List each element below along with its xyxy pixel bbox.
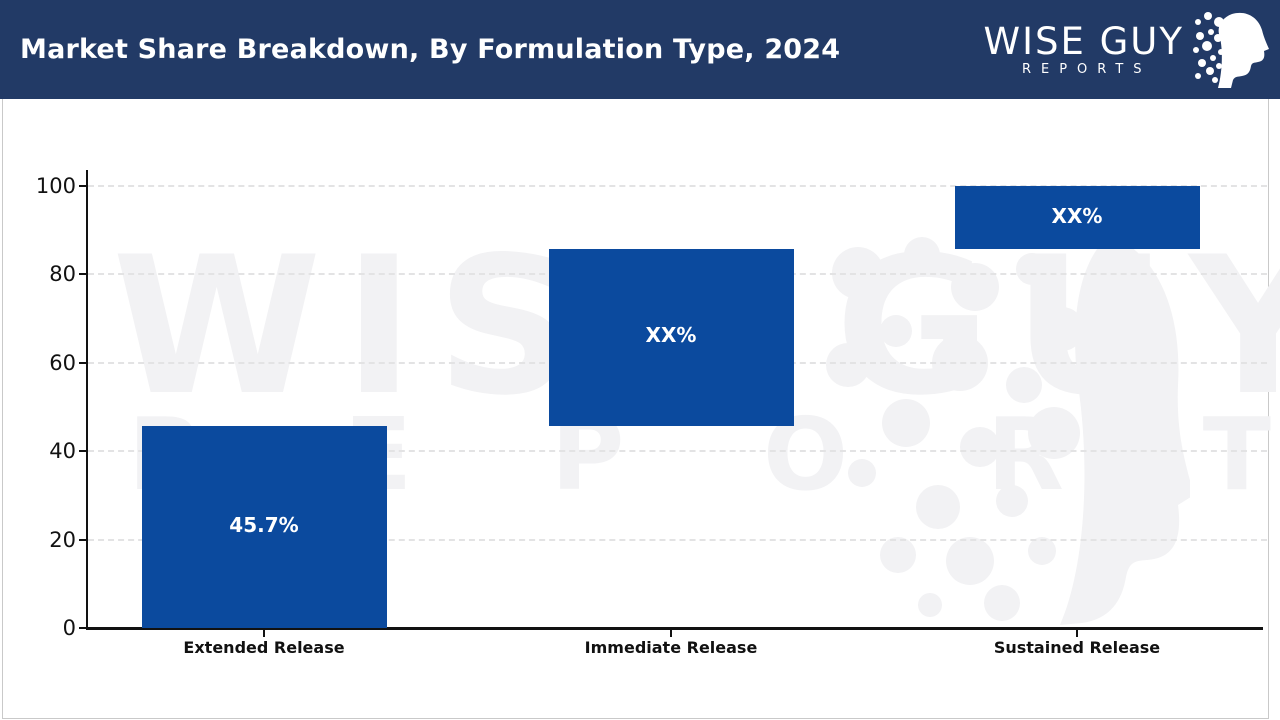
y-tick-100	[79, 185, 88, 187]
y-tick-label-20: 20	[49, 527, 76, 552]
x-category-label: Sustained Release	[993, 638, 1161, 657]
y-tick-label-100: 100	[35, 174, 76, 198]
brand-logo-text: WISE GUY REPORTS	[984, 23, 1184, 77]
y-tick-0	[79, 627, 88, 629]
header-bar: Market Share Breakdown, By Formulation T…	[0, 0, 1280, 99]
y-tick-80	[79, 273, 88, 276]
brand-subtitle: REPORTS	[1021, 61, 1152, 77]
bar-sustained-release	[954, 186, 1200, 250]
bar-value-label: XX%	[1051, 203, 1103, 228]
gridline-20	[88, 538, 1267, 541]
bar-value-label: 45.7%	[229, 513, 299, 537]
x-axis-line	[86, 627, 1263, 630]
watermark-face-dots	[826, 235, 1190, 625]
y-tick-label-40: 40	[49, 439, 76, 464]
y-axis-line	[86, 170, 88, 630]
bar-value-label: XX%	[645, 323, 697, 348]
chart-title: Market Share Breakdown, By Formulation T…	[20, 34, 841, 65]
x-tick-1	[670, 628, 672, 637]
x-category-label: Extended Release	[183, 638, 345, 657]
x-tick-0	[263, 628, 265, 637]
gridline-40	[88, 450, 1267, 453]
bar-extended-release	[141, 426, 387, 628]
x-category-label: Immediate Release	[584, 638, 758, 657]
y-tick-40	[79, 450, 88, 453]
y-tick-60	[79, 361, 88, 364]
brand-logo: WISE GUY REPORTS	[984, 8, 1280, 92]
gridline-100	[88, 185, 1267, 187]
y-tick-20	[79, 538, 88, 541]
y-tick-label-80: 80	[49, 262, 76, 287]
y-tick-label-0: 0	[62, 616, 76, 640]
bar-immediate-release	[548, 248, 794, 426]
y-tick-label-60: 60	[49, 350, 76, 375]
brand-name: WISE GUY	[983, 19, 1184, 63]
brand-face-icon	[1193, 11, 1269, 88]
x-tick-2	[1076, 628, 1078, 637]
